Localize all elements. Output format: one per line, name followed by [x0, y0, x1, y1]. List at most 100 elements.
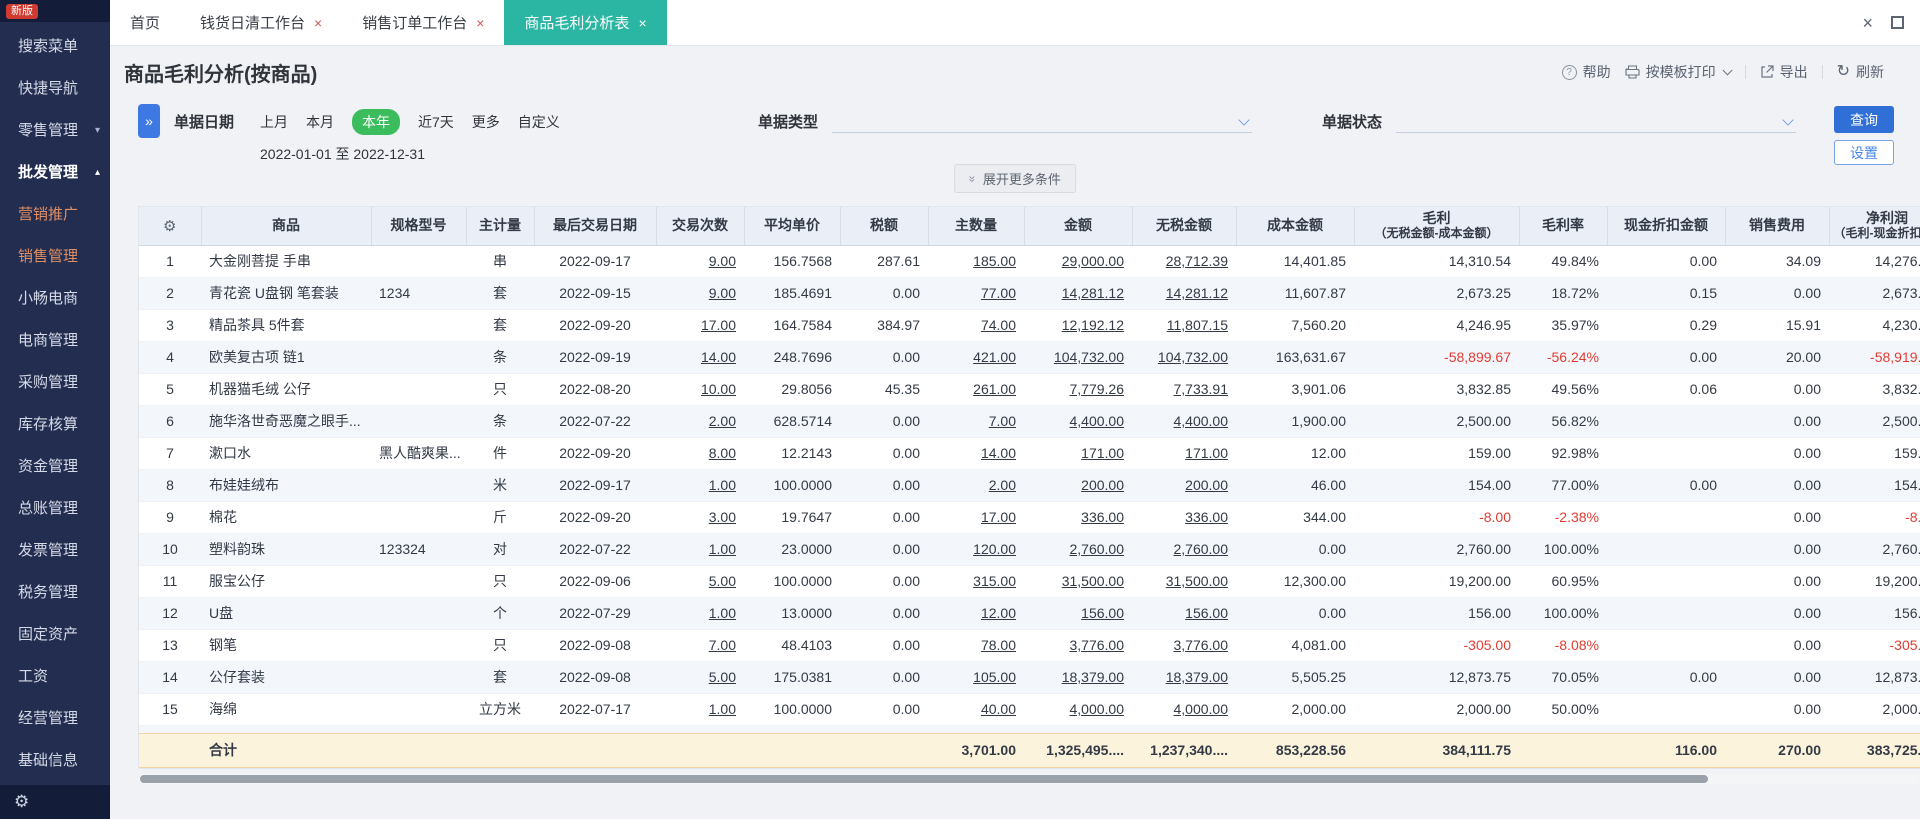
cell-amount[interactable]: 156.00: [1024, 597, 1132, 630]
tab-product-gross-profit-analysis[interactable]: 商品毛利分析表 ×: [504, 0, 667, 45]
column-header-unit[interactable]: 主计量: [466, 207, 535, 246]
sidebar-item-search-menu[interactable]: 搜索菜单: [0, 26, 110, 68]
cell-net[interactable]: 18,379.00: [1132, 661, 1236, 694]
table-row[interactable]: 4 欧美复古项 链1 条 2022-09-19 14.00 248.7696 0.00 421…: [139, 341, 1920, 374]
table-row[interactable]: 6 施华洛世奇恶魔之眼手... 条 2022-07-22 2.00 628.5714 0.0…: [139, 405, 1920, 438]
sidebar-item-funds-mgmt[interactable]: 资金管理: [0, 446, 110, 488]
cell-amount[interactable]: 200.00: [1024, 469, 1132, 502]
column-header-margin[interactable]: 毛利率: [1519, 207, 1608, 246]
sidebar-item-general-ledger[interactable]: 总账管理: [0, 488, 110, 530]
table-row[interactable]: 8 布娃娃绒布米 2022-09-17 1.00 100.0000 0.00 2.00 200…: [139, 469, 1920, 502]
tab-close-icon[interactable]: ×: [638, 14, 647, 31]
settings-button[interactable]: 设置: [1834, 140, 1894, 165]
query-button[interactable]: 查询: [1834, 106, 1894, 133]
column-header-discount[interactable]: 现金折扣金额: [1607, 207, 1726, 246]
cell-trades[interactable]: 1.00: [656, 597, 744, 630]
table-row[interactable]: 9 棉花斤 2022-09-20 3.00 19.7647 0.00 17.00 336.00…: [139, 501, 1920, 534]
fullscreen-icon[interactable]: [1891, 16, 1904, 29]
tab-cash-goods-daily-worktable[interactable]: 钱货日清工作台 ×: [180, 0, 342, 45]
column-header-num[interactable]: ⚙: [139, 207, 202, 246]
tab-home[interactable]: 首页: [110, 0, 180, 45]
sidebar-item-invoice-mgmt[interactable]: 发票管理: [0, 530, 110, 572]
cell-amount[interactable]: 14,281.12: [1024, 277, 1132, 310]
tab-close-icon[interactable]: ×: [314, 14, 323, 31]
table-row[interactable]: 7 漱口水 黑人酷爽果... 件 2022-09-20 8.00 12.2143 0.00 14…: [139, 437, 1920, 470]
refresh-button[interactable]: ↻ 刷新: [1837, 62, 1884, 82]
cell-amount[interactable]: 7,779.26: [1024, 373, 1132, 406]
cell-qty[interactable]: 7.00: [928, 405, 1024, 438]
doc-status-select[interactable]: [1396, 111, 1797, 133]
quick-option-more[interactable]: 更多: [471, 114, 500, 130]
cell-amount[interactable]: 104,732.00: [1024, 341, 1132, 374]
horizontal-scrollbar-thumb[interactable]: [140, 774, 1709, 783]
quick-option-custom[interactable]: 自定义: [517, 114, 560, 130]
column-header-name[interactable]: 商品: [201, 207, 372, 246]
close-icon[interactable]: ×: [1862, 12, 1873, 33]
cell-net[interactable]: 4,400.00: [1132, 405, 1236, 438]
column-header-net[interactable]: 无税金额: [1132, 207, 1237, 246]
quick-option-this-year[interactable]: 本年: [352, 109, 400, 135]
cell-trades[interactable]: 7.00: [656, 629, 744, 662]
cell-net[interactable]: 7,733.91: [1132, 373, 1236, 406]
column-header-spec[interactable]: 规格型号: [371, 207, 467, 246]
cell-trades[interactable]: 8.00: [656, 437, 744, 470]
print-by-template-button[interactable]: 按模板打印: [1624, 62, 1733, 82]
cell-net[interactable]: 4,000.00: [1132, 693, 1236, 726]
sidebar-item-purchase-mgmt[interactable]: 采购管理: [0, 362, 110, 404]
expand-more-conditions-button[interactable]: » 展开更多条件: [954, 164, 1076, 193]
column-header-price[interactable]: 平均单价: [744, 207, 841, 246]
cell-net[interactable]: 14,281.12: [1132, 277, 1236, 310]
cell-net[interactable]: 156.00: [1132, 597, 1236, 630]
table-row[interactable]: 10 塑料韵珠 123324 对 2022-07-22 1.00 23.0000 0.00 12…: [139, 533, 1920, 566]
cell-qty[interactable]: 17.00: [928, 501, 1024, 534]
cell-amount[interactable]: 171.00: [1024, 437, 1132, 470]
cell-qty[interactable]: 120.00: [928, 533, 1024, 566]
cell-amount[interactable]: 3,776.00: [1024, 629, 1132, 662]
column-header-date[interactable]: 最后交易日期: [534, 207, 657, 246]
column-header-profit[interactable]: 毛利 （无税金额-成本金额）: [1354, 207, 1520, 246]
table-row[interactable]: 3 精品茶具 5件套套 2022-09-20 17.00 164.7584 384.97 7…: [139, 309, 1920, 342]
cell-net[interactable]: 336.00: [1132, 501, 1236, 534]
quick-option-last-7-days[interactable]: 近7天: [418, 114, 454, 130]
cell-trades[interactable]: 17.00: [656, 309, 744, 342]
table-row[interactable]: 12 U盘个 2022-07-29 1.00 13.0000 0.00 12.00 156.0…: [139, 597, 1920, 630]
cell-qty[interactable]: 315.00: [928, 565, 1024, 598]
table-row[interactable]: 14 公仔套装套 2022-09-08 5.00 175.0381 0.00 105.00 1…: [139, 661, 1920, 694]
cell-qty[interactable]: 77.00: [928, 277, 1024, 310]
cell-qty[interactable]: 74.00: [928, 309, 1024, 342]
cell-net[interactable]: 31,500.00: [1132, 565, 1236, 598]
sidebar-item-inventory-accounting[interactable]: 库存核算: [0, 404, 110, 446]
cell-qty[interactable]: 12.00: [928, 597, 1024, 630]
cell-amount[interactable]: 2,760.00: [1024, 533, 1132, 566]
cell-qty[interactable]: 40.00: [928, 693, 1024, 726]
quick-option-this-month[interactable]: 本月: [306, 114, 334, 130]
cell-net[interactable]: 104,732.00: [1132, 341, 1236, 374]
column-header-tax[interactable]: 税额: [840, 207, 929, 246]
tab-close-icon[interactable]: ×: [476, 14, 485, 31]
cell-net[interactable]: 11,807.15: [1132, 309, 1236, 342]
cell-net[interactable]: 200.00: [1132, 469, 1236, 502]
sidebar-item-fixed-assets[interactable]: 固定资产: [0, 614, 110, 656]
column-header-trades[interactable]: 交易次数: [656, 207, 745, 246]
export-button[interactable]: 导出: [1760, 62, 1808, 82]
cell-amount[interactable]: 336.00: [1024, 501, 1132, 534]
column-header-amount[interactable]: 金额: [1024, 207, 1133, 246]
help-button[interactable]: ? 帮助: [1561, 62, 1611, 82]
tab-sales-order-worktable[interactable]: 销售订单工作台 ×: [342, 0, 504, 45]
cell-trades[interactable]: 3.00: [656, 501, 744, 534]
table-row[interactable]: 11 服宝公仔只 2022-09-06 5.00 100.0000 0.00 315.00 3…: [139, 565, 1920, 598]
cell-net[interactable]: 2,760.00: [1132, 533, 1236, 566]
cell-qty[interactable]: 261.00: [928, 373, 1024, 406]
sidebar-item-base-info[interactable]: 基础信息: [0, 740, 110, 782]
column-header-cost[interactable]: 成本金额: [1236, 207, 1355, 246]
quick-option-last-month[interactable]: 上月: [260, 114, 288, 130]
cell-amount[interactable]: 31,500.00: [1024, 565, 1132, 598]
cell-qty[interactable]: 421.00: [928, 341, 1024, 374]
cell-trades[interactable]: 5.00: [656, 661, 744, 694]
sidebar-item-quick-nav[interactable]: 快捷导航: [0, 68, 110, 110]
cell-qty[interactable]: 2.00: [928, 469, 1024, 502]
gear-icon[interactable]: ⚙: [163, 217, 177, 235]
sidebar-item-operation-mgmt[interactable]: 经营管理: [0, 698, 110, 740]
cell-trades[interactable]: 1.00: [656, 693, 744, 726]
sidebar-item-marketing-promo[interactable]: 营销推广: [0, 194, 110, 236]
